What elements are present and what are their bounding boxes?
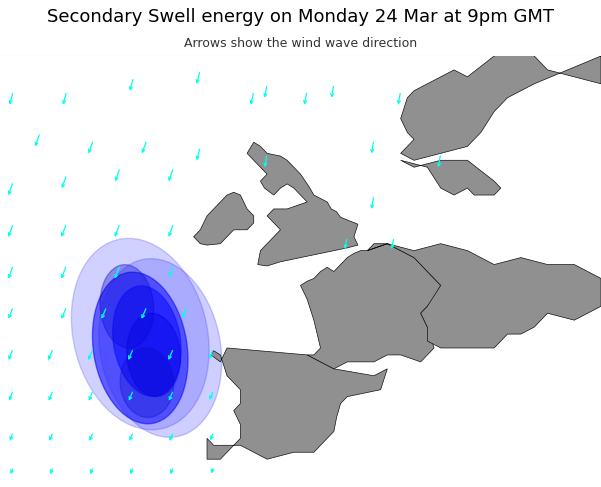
Ellipse shape xyxy=(100,264,154,348)
Ellipse shape xyxy=(127,313,180,396)
Text: Secondary Swell energy on Monday 24 Mar at 9pm GMT: Secondary Swell energy on Monday 24 Mar … xyxy=(47,8,554,26)
Ellipse shape xyxy=(93,272,188,424)
Polygon shape xyxy=(194,192,254,245)
Polygon shape xyxy=(207,348,387,459)
Ellipse shape xyxy=(120,348,174,417)
Polygon shape xyxy=(401,0,601,160)
Polygon shape xyxy=(300,244,441,369)
Polygon shape xyxy=(247,142,358,266)
Polygon shape xyxy=(401,160,501,195)
Text: Arrows show the wind wave direction: Arrows show the wind wave direction xyxy=(184,37,417,50)
Polygon shape xyxy=(367,244,601,348)
Ellipse shape xyxy=(72,238,209,430)
Ellipse shape xyxy=(99,259,222,437)
Ellipse shape xyxy=(113,286,181,396)
